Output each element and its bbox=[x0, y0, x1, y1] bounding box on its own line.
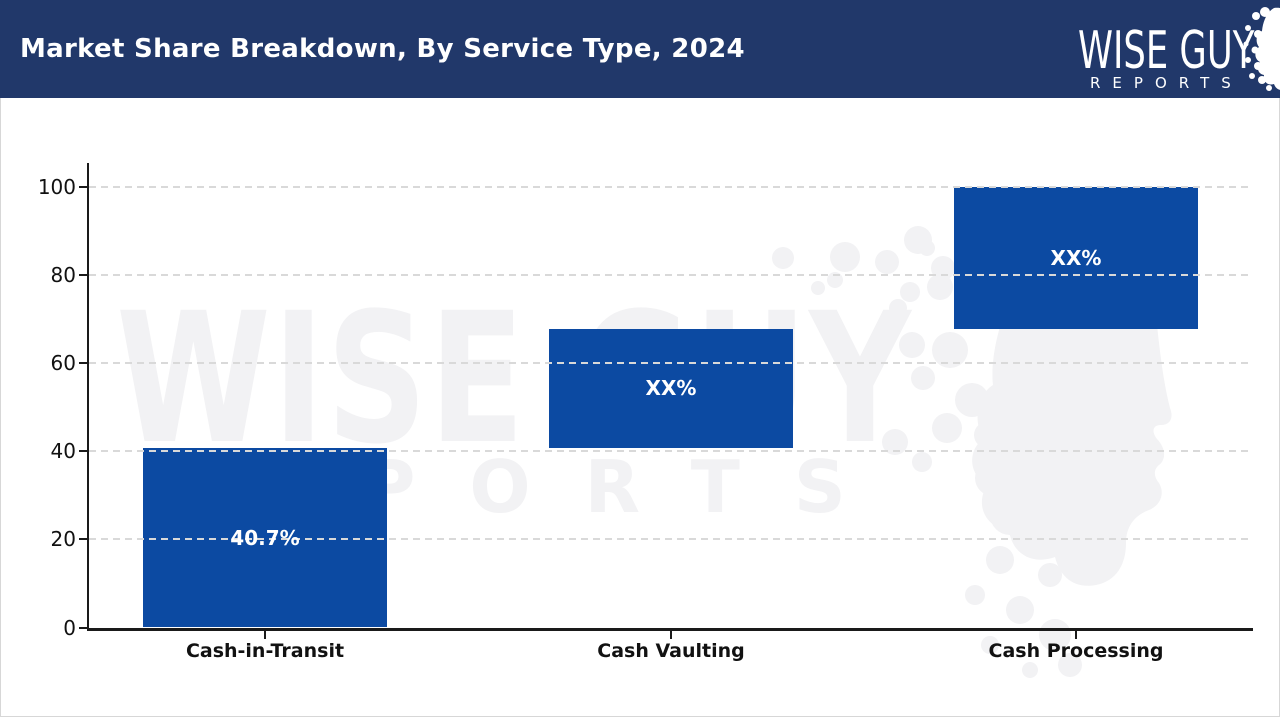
brand-face-icon bbox=[1243, 7, 1280, 91]
x-tick-mark bbox=[1075, 629, 1077, 639]
bar-value-label: XX% bbox=[1050, 245, 1102, 270]
x-tick-mark bbox=[264, 629, 266, 639]
x-tick-label: Cash Vaulting bbox=[597, 640, 745, 662]
grid-line bbox=[89, 450, 1253, 453]
y-tick-label: 20 bbox=[50, 527, 76, 552]
x-tick-mark bbox=[670, 629, 672, 639]
y-tick-mark bbox=[79, 626, 88, 629]
bar bbox=[549, 328, 793, 448]
bar-value-label: 40.7% bbox=[230, 525, 300, 550]
brand-logo-subtitle: REPORTS bbox=[1090, 74, 1243, 92]
brand-logo: WISE GUY REPORTS bbox=[1026, 0, 1280, 98]
y-tick-mark bbox=[79, 273, 88, 276]
grid-line bbox=[89, 185, 1253, 188]
x-tick-label: Cash Processing bbox=[988, 640, 1164, 662]
y-tick-label: 100 bbox=[37, 174, 76, 199]
brand-logo-wordmark: WISE GUY bbox=[1078, 21, 1255, 81]
y-tick-mark bbox=[79, 185, 88, 188]
y-tick-mark bbox=[79, 361, 88, 364]
y-tick-label: 80 bbox=[50, 262, 76, 287]
y-tick-label: 60 bbox=[50, 350, 76, 375]
x-axis-spine bbox=[87, 627, 1253, 631]
bar bbox=[143, 448, 387, 628]
header: Market Share Breakdown, By Service Type,… bbox=[0, 0, 1280, 98]
bar bbox=[954, 186, 1198, 329]
page-title: Market Share Breakdown, By Service Type,… bbox=[20, 34, 745, 64]
y-tick-label: 0 bbox=[63, 615, 76, 640]
frame-line-bottom bbox=[0, 716, 1280, 717]
grid-line bbox=[89, 361, 1253, 364]
grid-line bbox=[89, 538, 1253, 541]
y-tick-label: 40 bbox=[50, 439, 76, 464]
y-tick-mark bbox=[79, 538, 88, 541]
bar-value-label: XX% bbox=[645, 376, 697, 401]
y-axis-spine bbox=[87, 163, 89, 631]
x-tick-label: Cash-in-Transit bbox=[185, 640, 345, 662]
frame-line-left bbox=[0, 98, 1, 717]
y-tick-mark bbox=[79, 450, 88, 453]
grid-line bbox=[89, 273, 1253, 276]
